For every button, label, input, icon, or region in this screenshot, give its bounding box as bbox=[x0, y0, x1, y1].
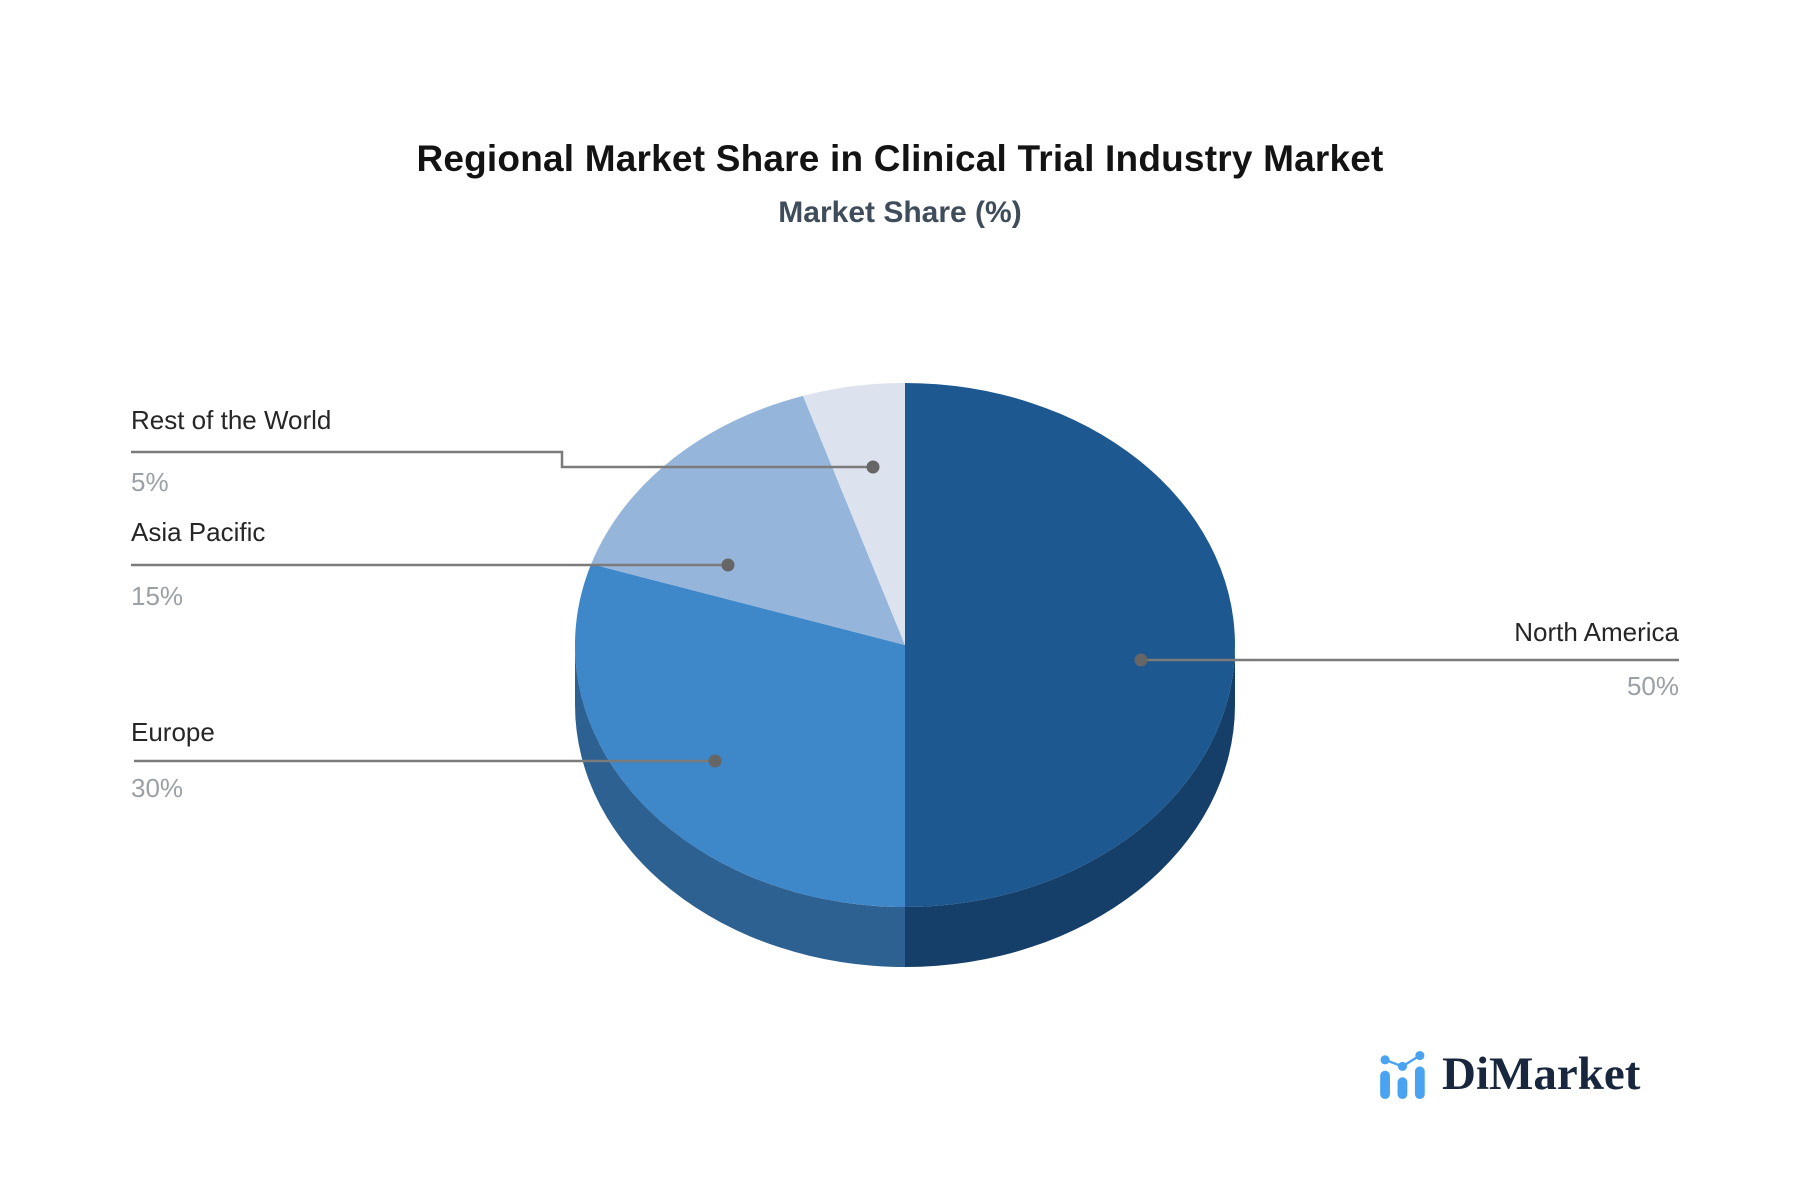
chart-subtitle: Market Share (%) bbox=[778, 196, 1022, 229]
slice-percent-europe: 30% bbox=[131, 773, 184, 803]
pie-slice-europe bbox=[574, 564, 905, 907]
slice-percent-asia-pacific: 15% bbox=[131, 581, 184, 611]
pie-slice-north-america bbox=[905, 383, 1235, 907]
slice-label-europe: Europe bbox=[131, 717, 215, 747]
callout-leader-lines bbox=[131, 450, 1679, 768]
chart-title: Regional Market Share in Clinical Trial … bbox=[416, 138, 1384, 179]
pie-slice-rest-of-the-world bbox=[803, 383, 905, 645]
callout-dot-asia-pacific bbox=[721, 558, 735, 572]
callout-dot-europe bbox=[708, 754, 722, 768]
brand-watermark: DiMarket bbox=[1378, 1048, 1640, 1100]
mini-bar-chart-trend-icon bbox=[1380, 1050, 1425, 1099]
pie-slice-side-europe bbox=[575, 645, 905, 967]
brand-name: DiMarket bbox=[1442, 1048, 1641, 1100]
slice-label-rest-of-the-world: Rest of the World bbox=[131, 405, 332, 435]
pie-slices bbox=[574, 383, 1235, 967]
callout-dot-north-america bbox=[1134, 653, 1148, 667]
slice-percent-north-america: 50% bbox=[1626, 671, 1679, 701]
pie-slice-asia-pacific bbox=[591, 395, 905, 645]
slice-label-asia-pacific: Asia Pacific bbox=[131, 517, 266, 547]
slice-label-north-america: North America bbox=[1514, 617, 1679, 647]
slice-percent-rest-of-the-world: 5% bbox=[131, 467, 169, 497]
leader-line-rest-of-the-world bbox=[131, 450, 873, 469]
pie-slice-side-north-america bbox=[905, 645, 1235, 967]
callout-dot-rest-of-the-world bbox=[866, 460, 880, 474]
